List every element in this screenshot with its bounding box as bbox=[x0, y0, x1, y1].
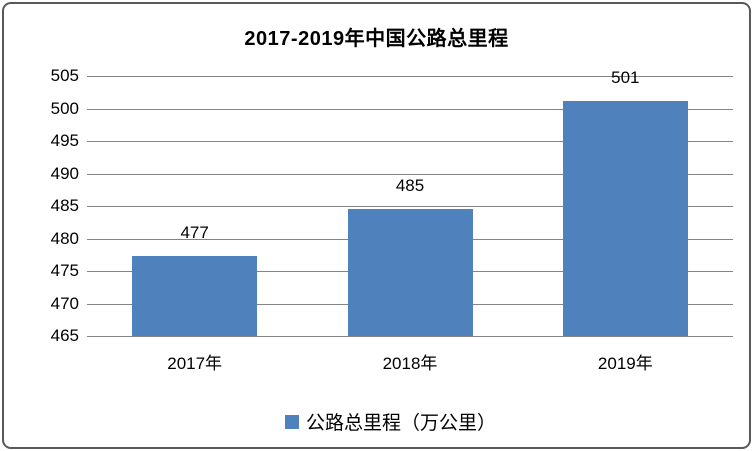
y-axis-tick-label: 480 bbox=[50, 228, 79, 248]
bar-2017年 bbox=[132, 256, 258, 336]
gridline bbox=[87, 76, 733, 77]
gridline bbox=[87, 141, 733, 142]
y-axis-tick-label: 500 bbox=[50, 98, 79, 118]
bar-2018年 bbox=[347, 209, 473, 336]
y-axis-tick-label: 505 bbox=[50, 66, 79, 85]
y-axis-tick-label: 470 bbox=[50, 293, 79, 313]
y-axis-tick-label: 465 bbox=[50, 326, 79, 345]
x-axis-line bbox=[87, 336, 733, 337]
x-axis-tick-label: 2017年 bbox=[167, 354, 223, 373]
gridline bbox=[87, 173, 733, 175]
gridline bbox=[87, 206, 733, 207]
x-axis-tick-label: 2019年 bbox=[597, 354, 653, 373]
y-axis-tick-label: 485 bbox=[50, 196, 79, 215]
chart-title: 2017-2019年中国公路总里程 bbox=[244, 28, 509, 50]
bar-value-label: 485 bbox=[395, 176, 425, 196]
y-axis-tick-label: 475 bbox=[50, 261, 79, 280]
plot-area bbox=[87, 76, 733, 337]
y-axis-tick-label: 495 bbox=[50, 131, 79, 150]
legend-label: 公路总里程（万公里） bbox=[305, 413, 496, 434]
legend: 公路总里程（万公里） bbox=[18, 408, 753, 435]
bar-2019年 bbox=[562, 101, 688, 336]
x-axis-tick-label: 2018年 bbox=[382, 354, 438, 373]
gridline bbox=[87, 108, 733, 110]
legend-marker-icon bbox=[284, 414, 299, 429]
bar-value-label: 477 bbox=[180, 223, 209, 243]
bar-value-label: 501 bbox=[611, 68, 640, 88]
y-axis-tick-label: 490 bbox=[50, 163, 79, 183]
